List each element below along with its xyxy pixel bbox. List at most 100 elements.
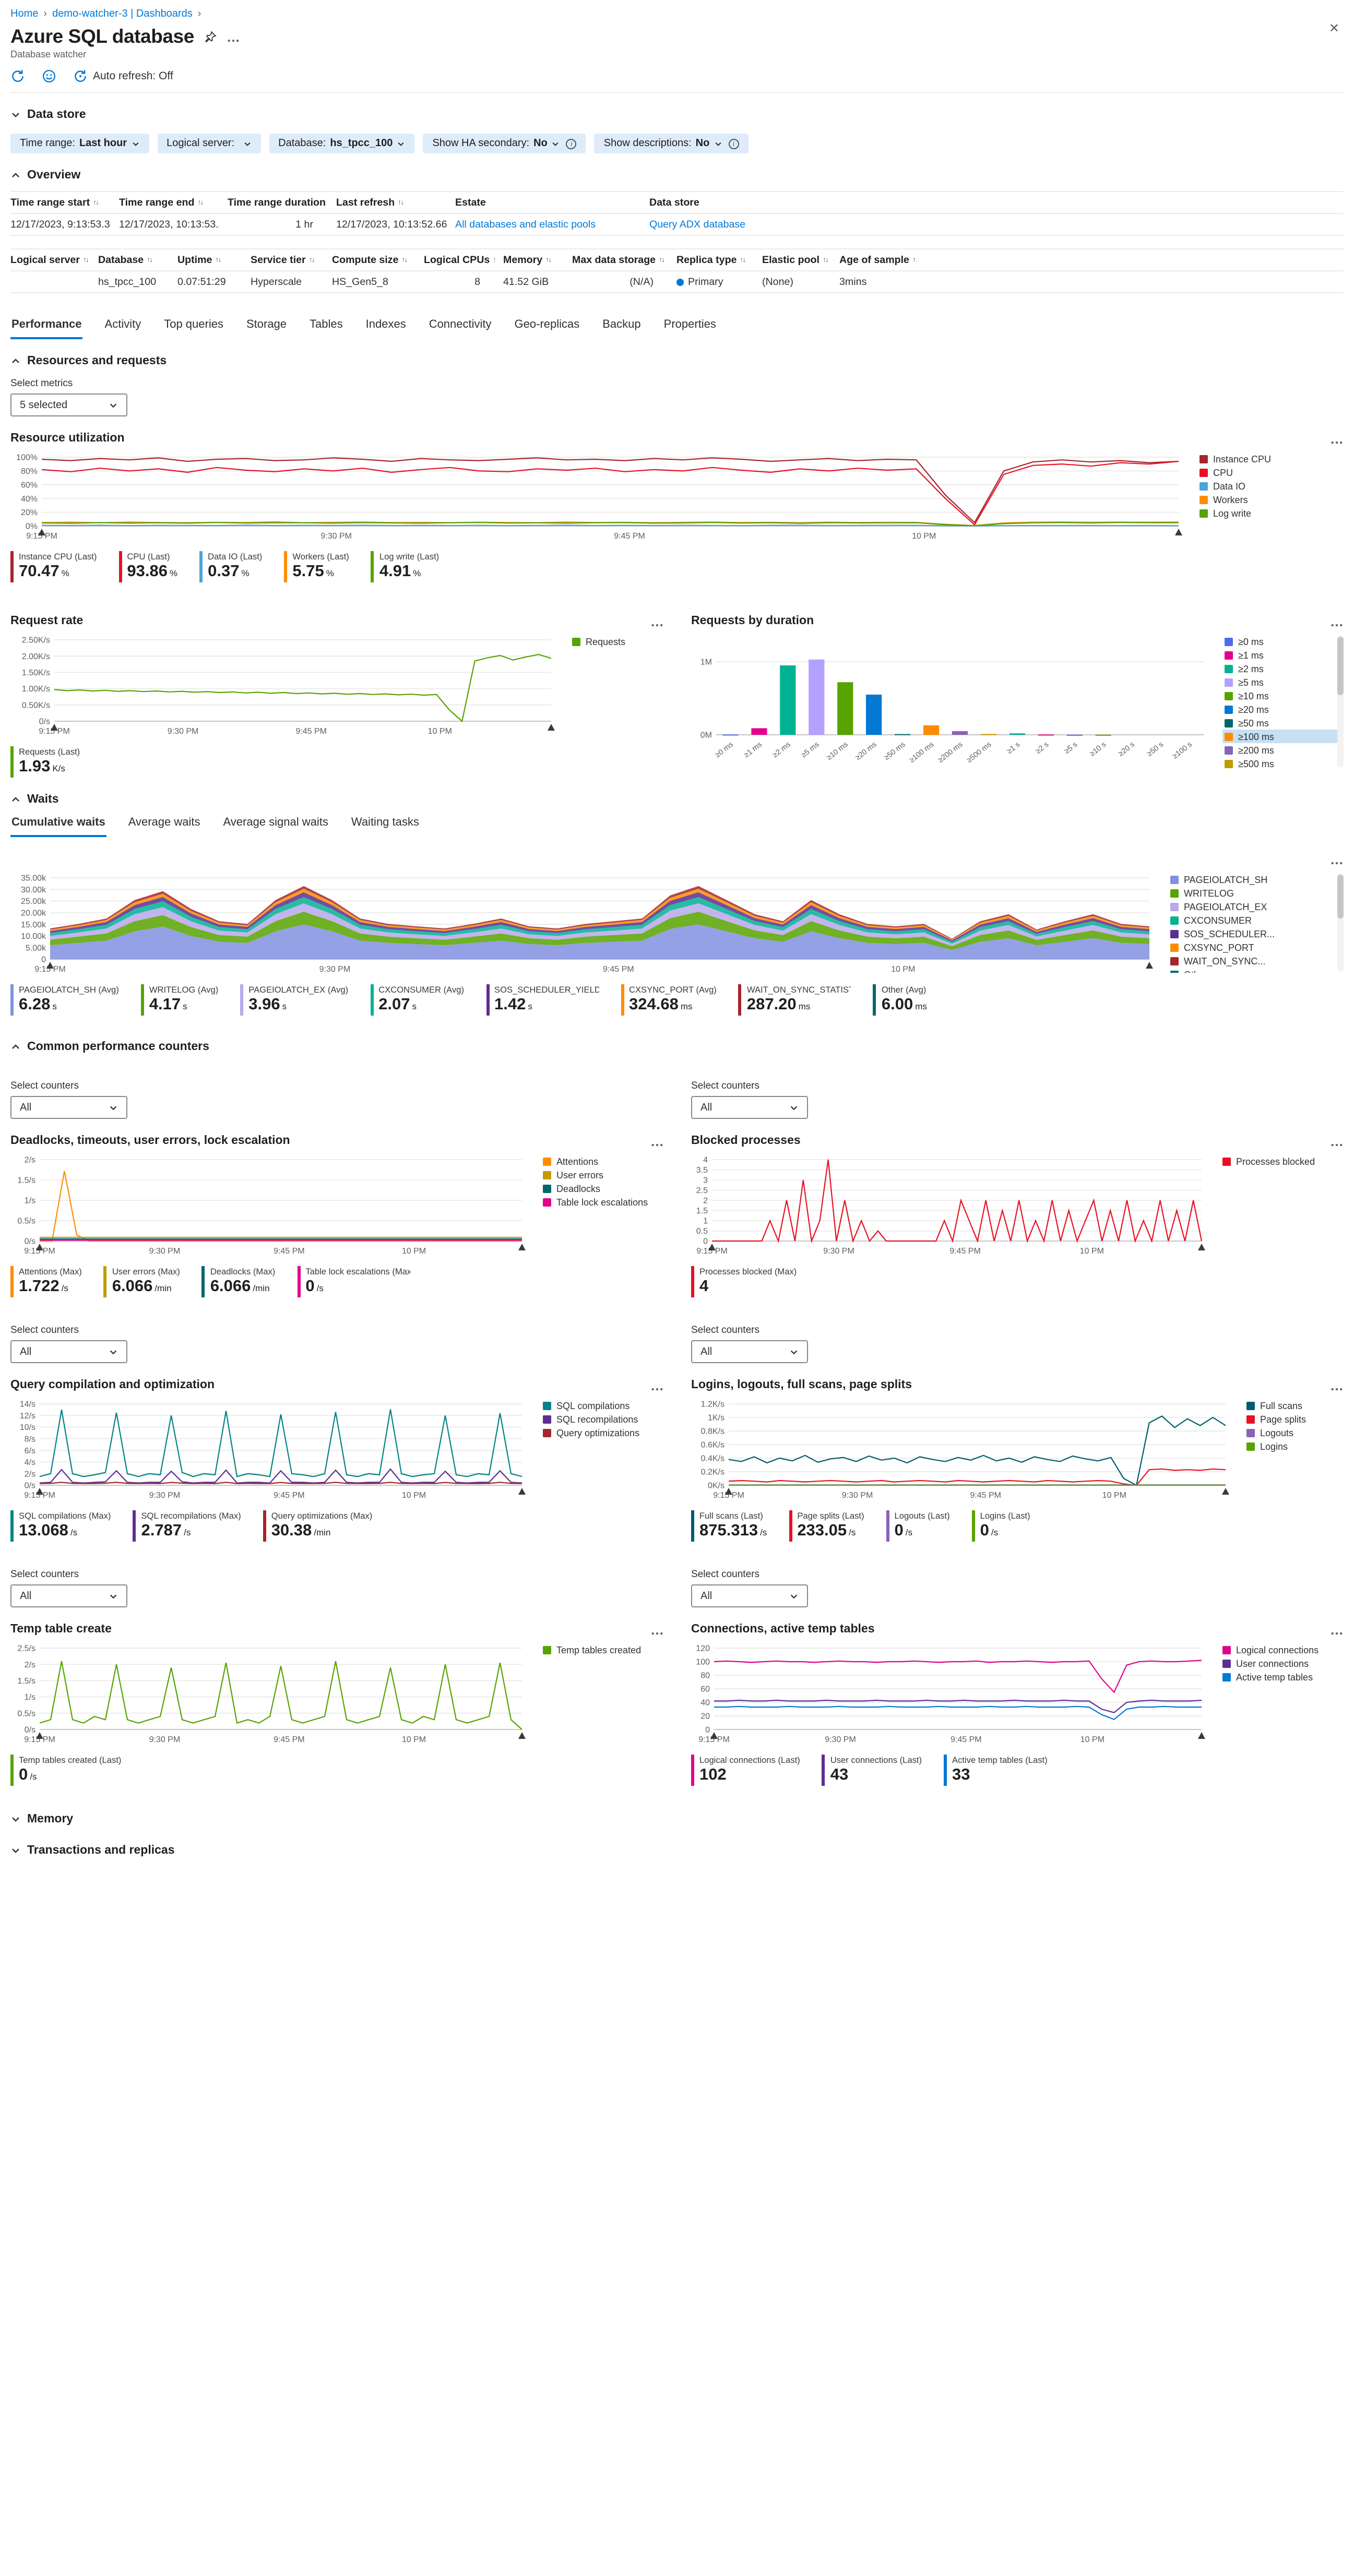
chart-more-menu[interactable]: … [1330,613,1344,629]
legend-item[interactable]: Deadlocks [541,1182,664,1195]
legend-item[interactable]: Full scans [1244,1399,1344,1412]
legend-item[interactable]: ≥50 ms [1222,716,1344,730]
column-header[interactable]: Logical server ↑↓ [10,254,89,266]
scrollbar-thumb[interactable] [1337,875,1344,919]
info-icon[interactable]: i [566,138,577,149]
tab[interactable]: Performance [10,314,83,339]
legend-item[interactable]: ≥0 ms [1222,635,1344,648]
refresh-button[interactable] [10,69,25,84]
legend-scrollbar[interactable] [1337,874,1344,972]
close-button[interactable]: ✕ [1327,19,1341,38]
legend-item[interactable]: SOS_SCHEDULER... [1168,927,1344,940]
legend-item[interactable]: PAGEIOLATCH_SH [1168,873,1344,886]
section-waits[interactable]: Waits [10,793,1344,806]
legend-item[interactable]: ≥20 ms [1222,702,1344,716]
legend-item[interactable]: CXCONSUMER [1168,913,1344,927]
column-header[interactable]: Time range end ↑↓ [119,197,204,208]
select-metrics-dropdown[interactable]: 5 selected [10,393,127,416]
chart-more-menu[interactable]: … [650,1621,664,1637]
data-store-link[interactable]: Query ADX database [649,219,746,230]
tab[interactable]: Average waits [127,812,201,837]
tab[interactable]: Storage [245,314,288,339]
legend-item[interactable]: Query optimizations [541,1426,664,1439]
legend-item[interactable]: ≥500 ms [1222,757,1344,768]
legend-item[interactable]: ≥100 ms [1222,730,1344,743]
section-memory[interactable]: Memory [10,1813,1344,1826]
auto-refresh-button[interactable]: Auto refresh: Off [73,69,173,84]
filter-pill[interactable]: Time range: Last hour i [10,134,149,153]
pin-icon[interactable] [204,30,217,43]
requests-by-duration-chart[interactable]: 1M 0M ≥0 ms ≥1 ms ≥2 ms ≥5 ms ≥10 ms ≥20 ms ≥50 … [691,635,1212,768]
section-data-store[interactable]: Data store [10,109,1344,121]
connections-chart[interactable]: 120 100 80 60 40 20 0 9:15 PM 9:30 PM 9:45 PM 10 P… [691,1643,1210,1747]
column-header[interactable]: Memory ↑↓ [503,254,552,266]
legend-item[interactable]: Logins [1244,1439,1344,1453]
info-icon[interactable]: i [728,138,739,149]
legend-item[interactable]: Instance CPU [1197,452,1344,466]
chart-more-menu[interactable]: … [1330,431,1344,446]
legend-item[interactable]: Workers [1197,493,1344,506]
legend-item[interactable]: CXSYNC_PORT [1168,940,1344,954]
chart-more-menu[interactable]: … [1330,1621,1344,1637]
legend-scrollbar[interactable] [1337,636,1344,767]
chart-more-menu[interactable]: … [650,613,664,629]
breadcrumb-home[interactable]: Home [10,8,39,20]
select-counters-dropdown[interactable]: All [691,1096,808,1119]
request-rate-chart[interactable]: 2.50K/s 2.00K/s 1.50K/s 1.00K/s 0.50K/s 0/s 9:… [10,635,560,739]
column-header[interactable]: Max data storage ↑↓ [572,254,665,266]
legend-item[interactable]: Other [1168,968,1344,973]
select-counters-dropdown[interactable]: All [10,1584,127,1607]
select-counters-dropdown[interactable]: All [691,1584,808,1607]
chart-more-menu[interactable]: … [1330,1377,1344,1393]
legend-item[interactable]: WAIT_ON_SYNC... [1168,954,1344,968]
title-more-menu[interactable]: … [226,29,240,44]
tab[interactable]: Average signal waits [222,812,329,837]
legend-item[interactable]: Table lock escalations [541,1195,664,1209]
logins-logouts-chart[interactable]: 1.2K/s 1K/s 0.8K/s 0.6K/s 0.4K/s 0.2K/s 0K/s 9:… [691,1399,1234,1503]
legend-item[interactable]: PAGEIOLATCH_EX [1168,900,1344,913]
tab[interactable]: Cumulative waits [10,812,106,837]
tab[interactable]: Properties [663,314,717,339]
legend-item[interactable]: CPU [1197,466,1344,479]
legend-item[interactable]: WRITELOG [1168,886,1344,900]
legend-item[interactable]: Attentions [541,1154,664,1168]
section-transactions-and-replicas[interactable]: Transactions and replicas [10,1844,1344,1857]
column-header[interactable]: Time range start ↑↓ [10,197,99,208]
column-header[interactable]: Estate ↑↓ [455,197,486,208]
legend-item[interactable]: User errors [541,1168,664,1182]
section-resources-and-requests[interactable]: Resources and requests [10,355,1344,367]
legend-item[interactable]: Data IO [1197,479,1344,493]
tab[interactable]: Tables [308,314,344,339]
legend-item[interactable]: ≥1 ms [1222,648,1344,662]
filter-pill[interactable]: Show descriptions: No i [594,134,749,153]
tab[interactable]: Waiting tasks [350,812,420,837]
chart-more-menu[interactable]: … [650,1377,664,1393]
column-header[interactable]: Uptime ↑↓ [177,254,221,266]
section-overview[interactable]: Overview [10,169,1344,182]
feedback-button[interactable] [42,69,56,84]
tab[interactable]: Backup [601,314,642,339]
tab[interactable]: Connectivity [428,314,493,339]
legend-item[interactable]: ≥2 ms [1222,662,1344,675]
chart-more-menu[interactable]: … [650,1133,664,1149]
legend-item[interactable]: Active temp tables [1220,1670,1344,1684]
legend-item[interactable]: SQL compilations [541,1399,664,1412]
deadlocks-chart[interactable]: 2/s 1.5/s 1/s 0.5/s 0/s 9:15 PM 9:30 PM 9:45 PM… [10,1154,530,1259]
cumulative-waits-chart[interactable]: 35.00k 30.00k 25.00k 20.00k 15.00k 10.00k 5.00… [10,873,1158,977]
select-counters-dropdown[interactable]: All [10,1340,127,1363]
filter-pill[interactable]: Show HA secondary: No i [423,134,586,153]
legend-item[interactable]: Page splits [1244,1412,1344,1426]
legend-item[interactable]: User connections [1220,1656,1344,1670]
tab[interactable]: Top queries [163,314,224,339]
column-header[interactable]: Replica type ↑↓ [676,254,746,266]
column-header[interactable]: Logical CPUs ↑↓ [424,254,495,266]
breadcrumb-dashboards[interactable]: demo-watcher-3 | Dashboards [52,8,193,20]
filter-pill[interactable]: Database: hs_tpcc_100 i [269,134,415,153]
legend-item[interactable]: Logical connections [1220,1643,1344,1656]
legend-item[interactable]: Processes blocked [1220,1154,1344,1168]
legend-item[interactable]: Log write [1197,506,1344,520]
legend-item[interactable]: Requests [570,635,664,648]
temp-table-create-chart[interactable]: 2.5/s 2/s 1.5/s 1/s 0.5/s 0/s 9:15 PM 9:30 PM 9:… [10,1643,530,1747]
column-header[interactable]: Age of sample ↑↓ [839,254,917,266]
legend-item[interactable]: SQL recompilations [541,1412,664,1426]
